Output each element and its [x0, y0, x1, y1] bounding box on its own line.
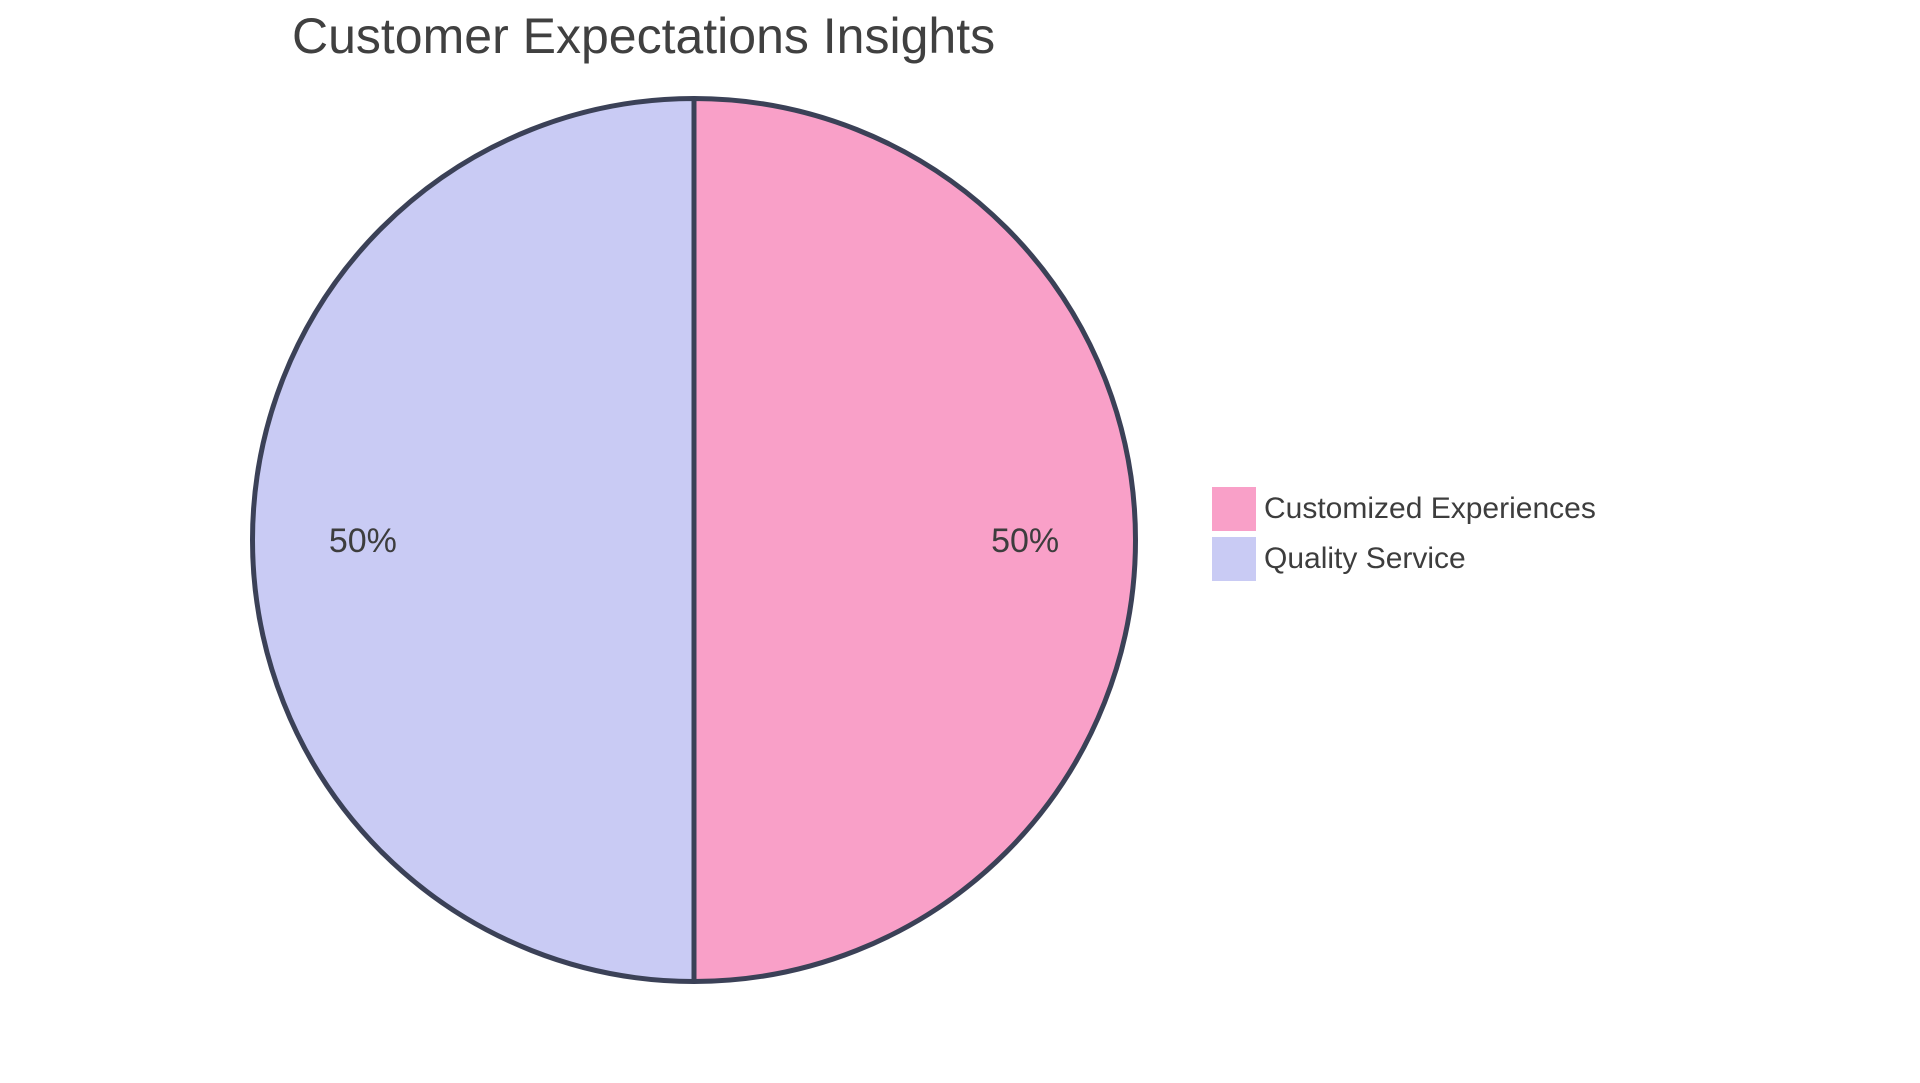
- chart-title: Customer Expectations Insights: [292, 8, 996, 64]
- legend-item-customized-experiences[interactable]: Customized Experiences: [1212, 487, 1596, 531]
- pie-slice-quality-service[interactable]: [250, 96, 697, 984]
- legend-item-quality-service[interactable]: Quality Service: [1212, 537, 1596, 581]
- pie-slice-labels: 50% 50%: [329, 522, 1059, 560]
- slice-percentage-label-quality-service: 50%: [329, 522, 397, 560]
- pie-slice-customized-experiences[interactable]: [691, 96, 1138, 984]
- legend-label-quality-service: Quality Service: [1264, 542, 1466, 575]
- slice-percentage-label-customized-experiences: 50%: [991, 522, 1059, 560]
- pie-slices: [250, 96, 1138, 984]
- legend-swatch-customized-experiences-icon: [1212, 487, 1256, 531]
- legend: Customized Experiences Quality Service: [1212, 487, 1596, 581]
- legend-swatch-rect: [1212, 537, 1256, 581]
- legend-label-customized-experiences: Customized Experiences: [1264, 492, 1596, 525]
- legend-swatch-quality-service-icon: [1212, 537, 1256, 581]
- legend-swatch-rect: [1212, 487, 1256, 531]
